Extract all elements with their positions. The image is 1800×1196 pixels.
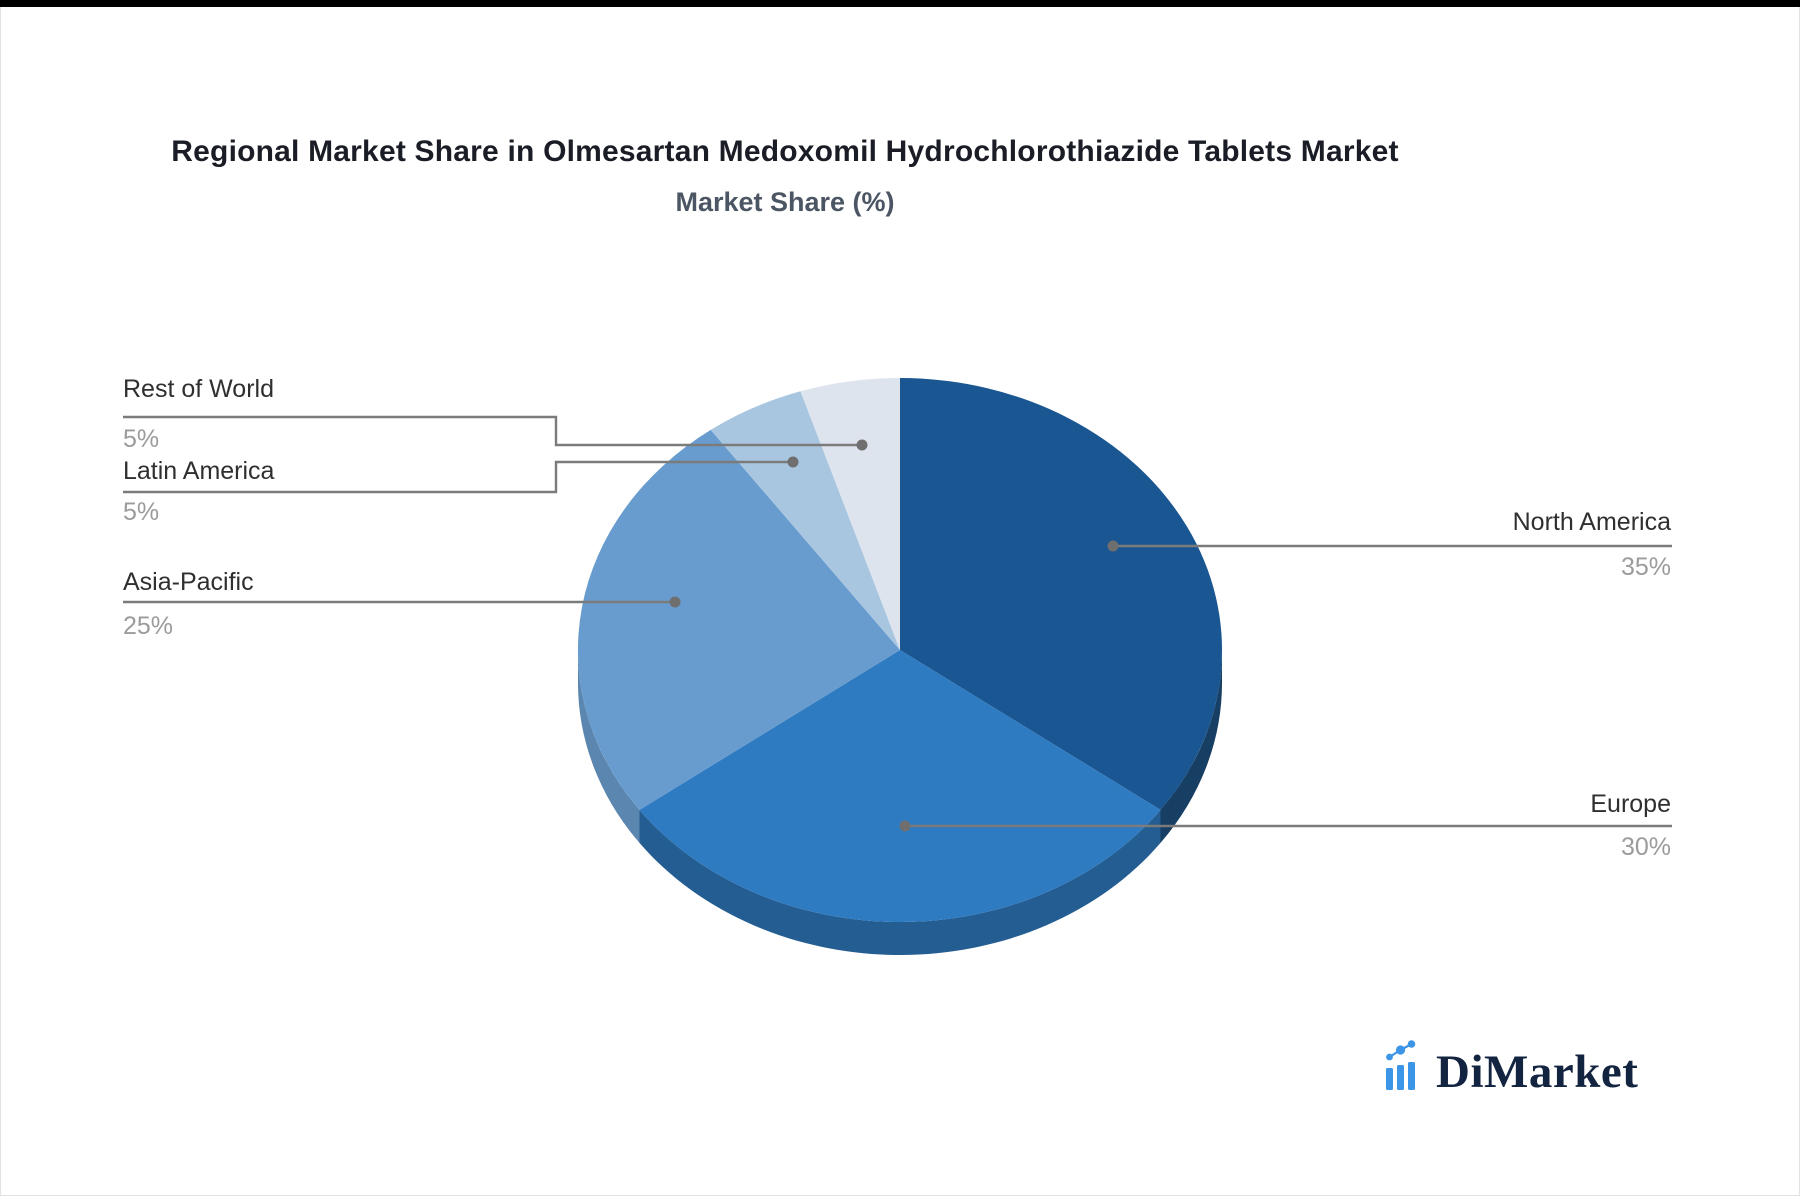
slice-percent-north-america: 35% bbox=[1620, 553, 1671, 581]
slice-label-latin-america: Latin America bbox=[123, 456, 274, 486]
pie-slice-side bbox=[639, 809, 1161, 956]
leader-dot bbox=[787, 456, 799, 468]
slice-percent-asia-pacific: 25% bbox=[123, 612, 174, 640]
leader-dot bbox=[856, 439, 868, 451]
slice-name: Europe bbox=[1590, 790, 1671, 818]
leader-dot bbox=[1107, 540, 1119, 552]
slice-percent-rest-of-world: 5% bbox=[123, 425, 160, 453]
slice-label-europe: Europe bbox=[1590, 789, 1671, 819]
pie-slice-asia-pacific bbox=[577, 429, 900, 810]
brand-wordmark: DiMarket bbox=[1436, 1046, 1639, 1098]
slice-percent-europe: 30% bbox=[1620, 833, 1671, 861]
pie-slice-side bbox=[578, 650, 640, 843]
pie-slice-side bbox=[1160, 650, 1222, 843]
slice-label-asia-pacific: Asia-Pacific bbox=[123, 567, 254, 597]
pie-slice-europe bbox=[639, 650, 1161, 923]
bar-line-chart-icon bbox=[1386, 1040, 1416, 1090]
leader-dot bbox=[899, 820, 911, 832]
slice-name: Asia-Pacific bbox=[123, 568, 254, 596]
slice-label-rest-of-world: Rest of World bbox=[123, 374, 274, 404]
chart-title: Regional Market Share in Olmesartan Medo… bbox=[171, 135, 1399, 168]
chart-subtitle: Market Share (%) bbox=[675, 187, 895, 217]
pie-slice-latin-america bbox=[710, 391, 900, 650]
leader-line-rest-of-world bbox=[123, 415, 862, 447]
pie-slice-north-america bbox=[900, 378, 1223, 810]
brand-logo: DiMarket bbox=[1384, 1040, 1638, 1096]
slice-label-north-america: North America bbox=[1513, 507, 1671, 537]
slice-name: Latin America bbox=[123, 457, 275, 485]
leader-dot bbox=[669, 596, 681, 608]
slice-name: North America bbox=[1512, 508, 1671, 536]
slice-name: Rest of World bbox=[123, 375, 274, 403]
slice-percent-latin-america: 5% bbox=[123, 498, 160, 526]
leader-line-latin-america bbox=[123, 460, 793, 494]
top-border bbox=[0, 0, 1800, 7]
